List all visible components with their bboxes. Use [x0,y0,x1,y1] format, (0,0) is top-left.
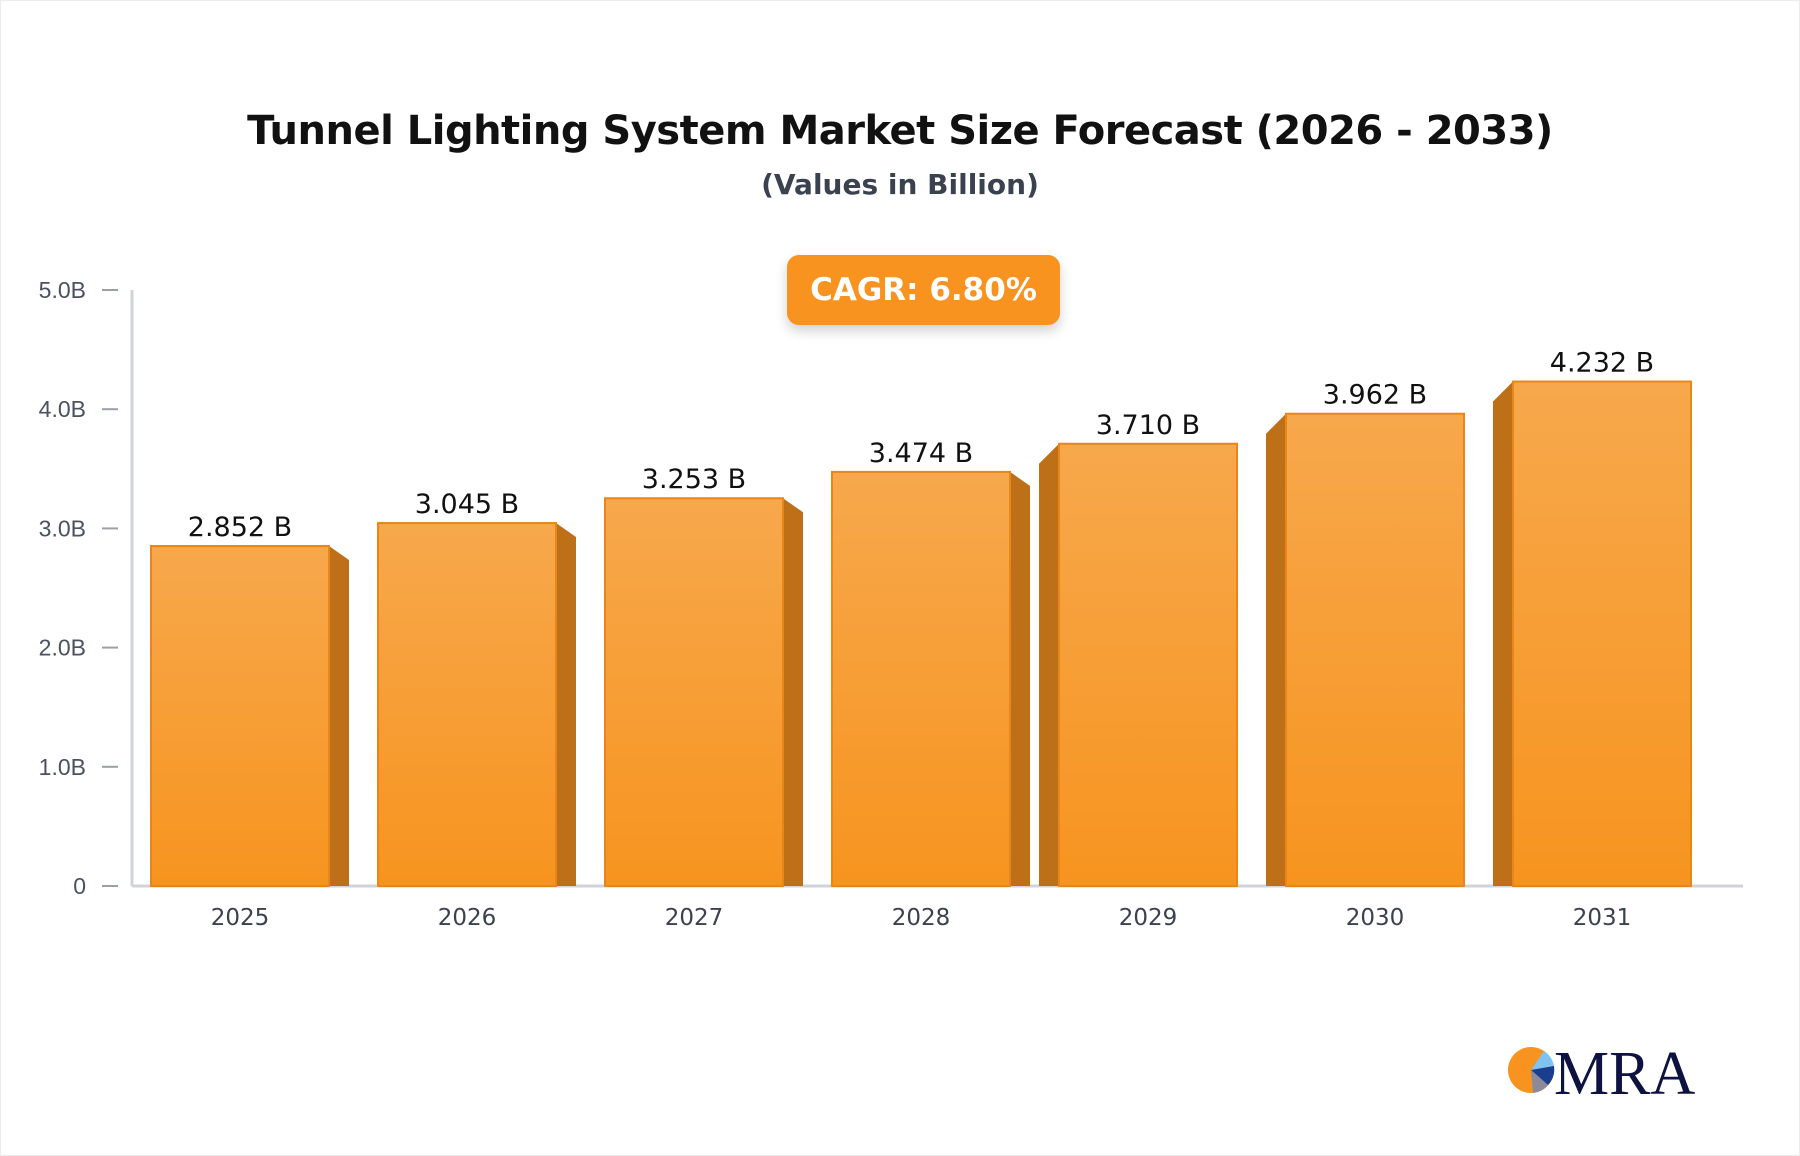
bar [1512,380,1692,887]
bar [1058,442,1238,887]
bar-side [1493,381,1513,886]
y-tick-label: 5.0B [39,277,86,303]
y-tick-label: 4.0B [39,396,86,422]
data-label: 4.232 B [1550,348,1654,379]
data-label: 3.962 B [1323,380,1427,411]
bar-side [1266,413,1286,886]
bar-side [1039,443,1059,886]
cagr-badge: CAGR: 6.80% [787,255,1060,325]
bar [377,522,557,887]
x-tick-label: 2031 [1573,905,1632,931]
bar [150,545,330,888]
data-label: 3.253 B [642,464,746,495]
bar [604,497,784,887]
data-label: 3.045 B [415,489,519,520]
mra-logo: MRA [1508,1040,1695,1100]
x-tick-label: 2025 [211,905,270,931]
bar-side [329,546,349,886]
x-tick-label: 2028 [892,905,951,931]
chart-subtitle: (Values in Billion) [761,168,1039,201]
bar-side [556,523,576,886]
bar [831,470,1011,887]
x-tick-label: 2029 [1119,905,1178,931]
x-tick-label: 2030 [1346,905,1405,931]
data-label: 3.710 B [1096,410,1200,441]
bar-side [1010,471,1030,886]
y-tick-label: 3.0B [39,515,86,541]
y-tick-label: 2.0B [39,635,86,661]
chart-title: Tunnel Lighting System Market Size Forec… [247,108,1553,154]
x-tick-label: 2027 [665,905,724,931]
data-label: 2.852 B [188,512,292,543]
y-tick-label: 0 [73,873,86,899]
bar-side [783,498,803,886]
bar [1285,412,1465,887]
data-label: 3.474 B [869,438,973,469]
y-tick-label: 1.0B [39,754,86,780]
x-tick-label: 2026 [438,905,497,931]
svg-text:MRA: MRA [1554,1040,1695,1100]
